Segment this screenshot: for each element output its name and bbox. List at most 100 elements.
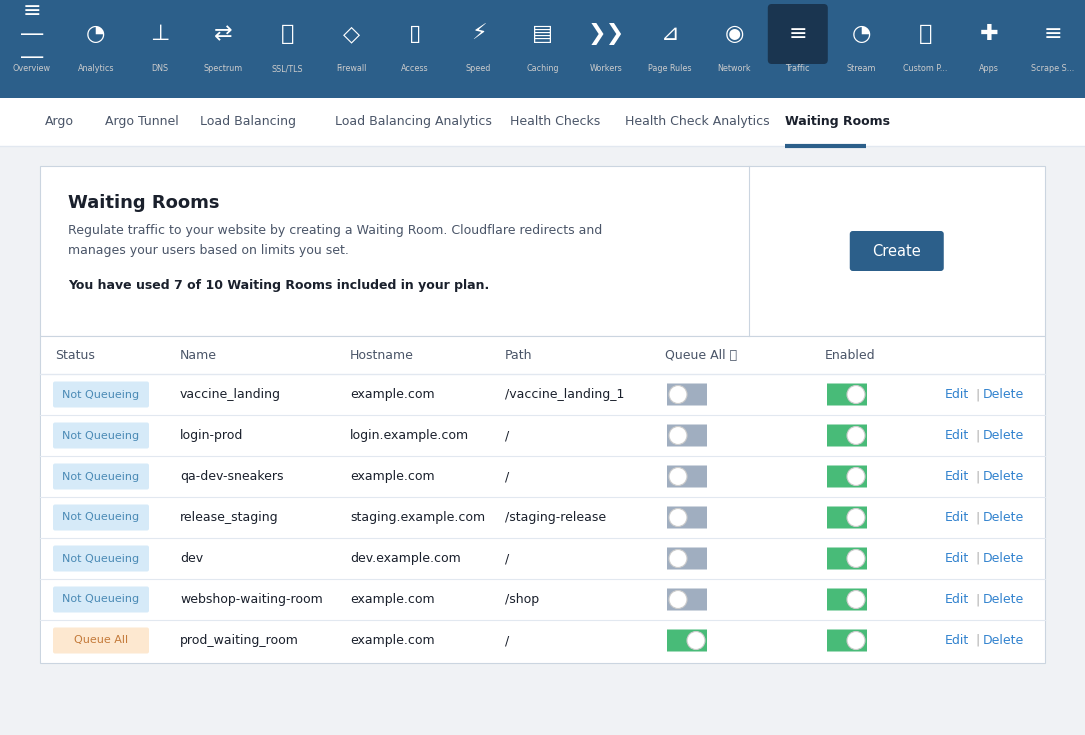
Text: webshop-waiting-room: webshop-waiting-room (180, 593, 322, 606)
Circle shape (847, 631, 865, 650)
Text: Edit: Edit (945, 388, 969, 401)
Text: 🔧: 🔧 (919, 24, 932, 44)
Text: Edit: Edit (945, 511, 969, 524)
Text: example.com: example.com (350, 634, 435, 647)
Circle shape (847, 467, 865, 486)
Text: Caching: Caching (526, 64, 559, 73)
FancyBboxPatch shape (1023, 4, 1083, 64)
FancyBboxPatch shape (667, 506, 707, 528)
FancyBboxPatch shape (831, 4, 892, 64)
FancyBboxPatch shape (193, 4, 254, 64)
Text: Not Queueing: Not Queueing (63, 512, 140, 523)
Text: |: | (975, 634, 980, 647)
FancyBboxPatch shape (53, 464, 149, 490)
Text: Delete: Delete (983, 593, 1024, 606)
Text: Analytics: Analytics (77, 64, 114, 73)
Text: Health Check Analytics: Health Check Analytics (625, 115, 769, 127)
Text: 🔒: 🔒 (281, 24, 294, 44)
Text: Delete: Delete (983, 552, 1024, 565)
Text: Network: Network (717, 64, 751, 73)
Text: Status: Status (55, 348, 94, 362)
Text: ◉: ◉ (725, 24, 743, 44)
Text: Edit: Edit (945, 593, 969, 606)
Text: Stream: Stream (847, 64, 877, 73)
Text: Waiting Rooms: Waiting Rooms (786, 115, 890, 127)
Bar (41, 497, 1044, 538)
FancyBboxPatch shape (667, 384, 707, 406)
Text: vaccine_landing: vaccine_landing (180, 388, 281, 401)
Text: Edit: Edit (945, 552, 969, 565)
FancyBboxPatch shape (53, 381, 149, 407)
Text: Page Rules: Page Rules (649, 64, 692, 73)
Text: Not Queueing: Not Queueing (63, 595, 140, 604)
Text: ▤: ▤ (532, 24, 553, 44)
Bar (0, 0, 1085, 98)
Circle shape (669, 426, 687, 445)
Text: Custom P...: Custom P... (903, 64, 947, 73)
Text: Speed: Speed (465, 64, 492, 73)
FancyBboxPatch shape (53, 587, 149, 612)
Text: Queue All ⓘ: Queue All ⓘ (665, 348, 737, 362)
Text: Not Queueing: Not Queueing (63, 431, 140, 440)
FancyBboxPatch shape (53, 423, 149, 448)
FancyBboxPatch shape (40, 166, 1045, 336)
FancyBboxPatch shape (827, 589, 867, 611)
Text: Delete: Delete (983, 511, 1024, 524)
Text: Queue All: Queue All (74, 636, 128, 645)
Text: /staging-release: /staging-release (505, 511, 607, 524)
Bar (41, 579, 1044, 620)
Text: ✚: ✚ (980, 24, 998, 44)
Circle shape (669, 550, 687, 567)
Text: Argo Tunnel: Argo Tunnel (105, 115, 179, 127)
FancyBboxPatch shape (895, 4, 956, 64)
Text: staging.example.com: staging.example.com (350, 511, 485, 524)
FancyBboxPatch shape (2, 4, 62, 64)
Text: prod_waiting_room: prod_waiting_room (180, 634, 298, 647)
Text: Spectrum: Spectrum (204, 64, 243, 73)
FancyBboxPatch shape (53, 545, 149, 572)
FancyBboxPatch shape (640, 4, 700, 64)
FancyBboxPatch shape (827, 506, 867, 528)
Text: /: / (505, 634, 509, 647)
Circle shape (847, 550, 865, 567)
Text: ⚡: ⚡ (471, 24, 486, 44)
Text: qa-dev-sneakers: qa-dev-sneakers (180, 470, 283, 483)
Text: You have used 7 of 10 Waiting Rooms included in your plan.: You have used 7 of 10 Waiting Rooms incl… (68, 279, 489, 292)
Text: ≡
―
―: ≡ ― ― (21, 1, 43, 67)
Text: dev.example.com: dev.example.com (350, 552, 461, 565)
Text: Scrape S...: Scrape S... (1032, 64, 1075, 73)
FancyBboxPatch shape (959, 4, 1019, 64)
Circle shape (669, 385, 687, 404)
Bar (41, 620, 1044, 661)
FancyBboxPatch shape (385, 4, 445, 64)
Text: example.com: example.com (350, 593, 435, 606)
Text: Waiting Rooms: Waiting Rooms (68, 194, 219, 212)
FancyBboxPatch shape (512, 4, 573, 64)
FancyBboxPatch shape (850, 231, 944, 271)
Text: DNS: DNS (151, 64, 168, 73)
Circle shape (669, 467, 687, 486)
Text: Delete: Delete (983, 388, 1024, 401)
Text: Not Queueing: Not Queueing (63, 553, 140, 564)
Text: /: / (505, 470, 509, 483)
FancyBboxPatch shape (827, 465, 867, 487)
Text: |: | (975, 388, 980, 401)
FancyBboxPatch shape (704, 4, 764, 64)
FancyBboxPatch shape (667, 629, 707, 651)
Text: /: / (505, 429, 509, 442)
Text: Hostname: Hostname (350, 348, 413, 362)
Text: /shop: /shop (505, 593, 539, 606)
Text: login-prod: login-prod (180, 429, 243, 442)
Text: Health Checks: Health Checks (510, 115, 600, 127)
Circle shape (669, 509, 687, 526)
Circle shape (847, 509, 865, 526)
Text: Apps: Apps (980, 64, 999, 73)
Text: Regulate traffic to your website by creating a Waiting Room. Cloudflare redirect: Regulate traffic to your website by crea… (68, 224, 602, 237)
Text: Not Queueing: Not Queueing (63, 471, 140, 481)
FancyBboxPatch shape (40, 336, 1045, 663)
Text: release_staging: release_staging (180, 511, 279, 524)
Text: Edit: Edit (945, 634, 969, 647)
Text: Traffic: Traffic (786, 64, 810, 73)
Text: login.example.com: login.example.com (350, 429, 469, 442)
Circle shape (847, 426, 865, 445)
